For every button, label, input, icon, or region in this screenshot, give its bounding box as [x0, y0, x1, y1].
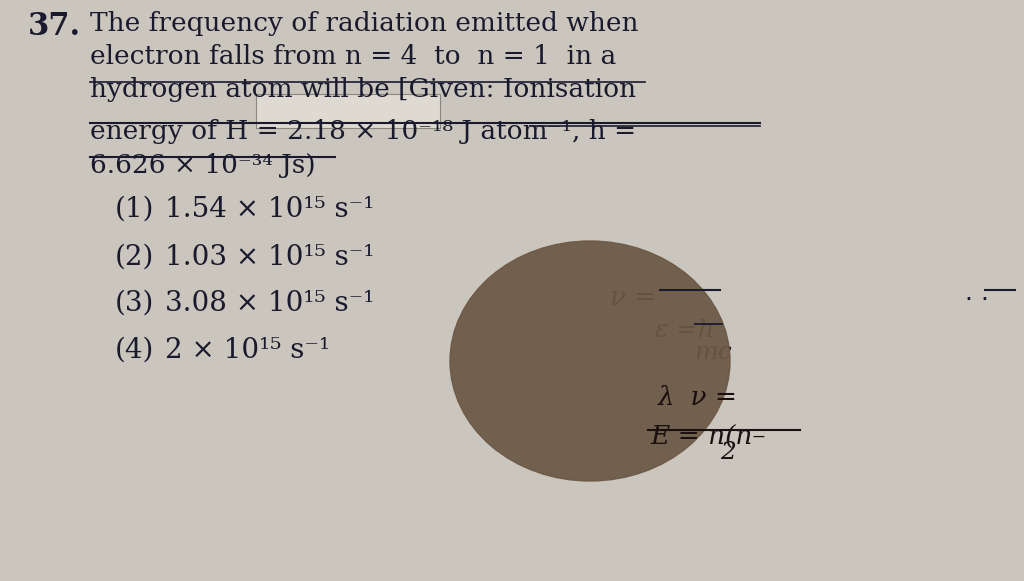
Ellipse shape	[450, 241, 730, 481]
Text: ν =: ν =	[610, 285, 656, 310]
Text: mc: mc	[694, 341, 732, 364]
Text: 2: 2	[720, 441, 736, 464]
Text: ε =: ε =	[655, 319, 697, 342]
Text: 1.03 × 10¹⁵ s⁻¹: 1.03 × 10¹⁵ s⁻¹	[165, 244, 375, 271]
Text: . .: . .	[965, 281, 989, 305]
Text: h: h	[698, 319, 714, 342]
Text: 1.54 × 10¹⁵ s⁻¹: 1.54 × 10¹⁵ s⁻¹	[165, 196, 375, 223]
Text: (3): (3)	[115, 290, 155, 317]
Text: hydrogen atom will be [Given: Ionisation: hydrogen atom will be [Given: Ionisation	[90, 77, 636, 102]
Text: (1): (1)	[115, 196, 155, 223]
Text: E = n(n–: E = n(n–	[650, 425, 766, 450]
Text: 2 × 10¹⁵ s⁻¹: 2 × 10¹⁵ s⁻¹	[165, 337, 330, 364]
Text: (4): (4)	[115, 337, 155, 364]
Text: 3.08 × 10¹⁵ s⁻¹: 3.08 × 10¹⁵ s⁻¹	[165, 290, 375, 317]
Text: (2): (2)	[115, 244, 155, 271]
FancyBboxPatch shape	[256, 94, 440, 128]
Text: electron falls from n = 4  to  n = 1  in a: electron falls from n = 4 to n = 1 in a	[90, 44, 616, 69]
Text: 37.: 37.	[28, 11, 81, 42]
Text: energy of H = 2.18 × 10⁻¹⁸ J atom⁻¹, h =: energy of H = 2.18 × 10⁻¹⁸ J atom⁻¹, h =	[90, 119, 636, 144]
Text: 6.626 × 10⁻³⁴ Js): 6.626 × 10⁻³⁴ Js)	[90, 153, 315, 178]
Text: The frequency of radiation emitted when: The frequency of radiation emitted when	[90, 11, 639, 36]
Text: λ  ν =: λ ν =	[658, 385, 738, 410]
